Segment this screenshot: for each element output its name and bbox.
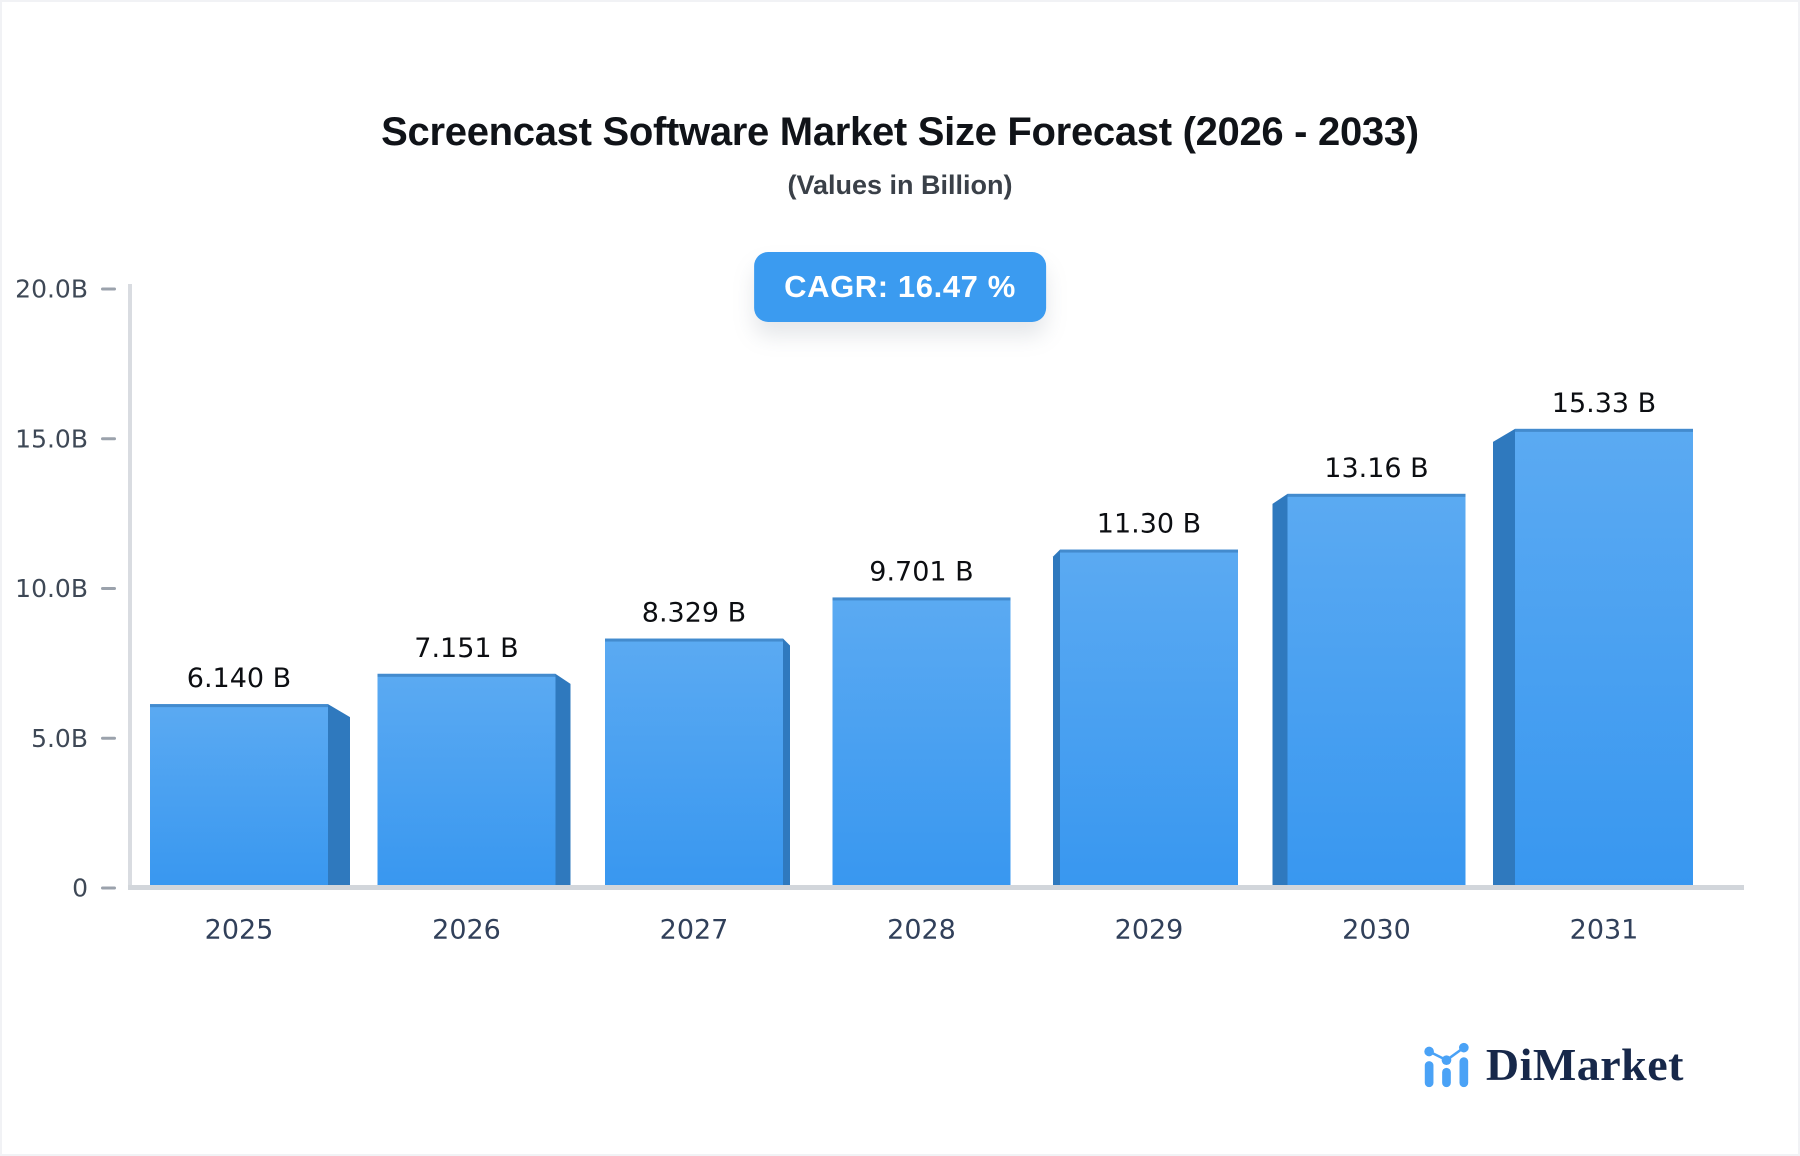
bar-2031 bbox=[1515, 428, 1693, 888]
bar-value-label-2031: 15.33 B bbox=[1552, 388, 1656, 419]
bar-top-edge-2031 bbox=[1515, 428, 1693, 432]
bar-top-edge-2029 bbox=[1060, 549, 1238, 553]
bar-value-label-2027: 8.329 B bbox=[642, 598, 746, 629]
y-tick-label-5.0B: 5.0B bbox=[31, 724, 88, 753]
bar-top-edge-2030 bbox=[1287, 493, 1466, 497]
bar-2026 bbox=[377, 673, 556, 888]
bar-value-label-2026: 7.151 B bbox=[414, 633, 518, 664]
x-axis-line bbox=[128, 885, 1744, 890]
x-tick-label-2029: 2029 bbox=[1115, 915, 1184, 946]
bar-top-edge-2027 bbox=[605, 638, 783, 642]
bar-value-label-2029: 11.30 B bbox=[1097, 509, 1201, 540]
bar-top-edge-2026 bbox=[377, 673, 556, 677]
brand-logo-text: DiMarket bbox=[1485, 1039, 1684, 1090]
y-tick-dash-10.0B bbox=[101, 587, 116, 590]
y-tick-label-20.0B: 20.0B bbox=[15, 275, 88, 304]
bar-3d-side-2029 bbox=[1053, 549, 1060, 888]
bar-3d-side-2027 bbox=[783, 638, 790, 888]
brand-logo: DiMarket bbox=[1419, 1038, 1684, 1092]
x-tick-label-2030: 2030 bbox=[1342, 915, 1411, 946]
x-tick-label-2026: 2026 bbox=[432, 915, 501, 946]
y-axis-line bbox=[128, 284, 132, 890]
bar-2030 bbox=[1287, 493, 1466, 888]
bar-value-label-2028: 9.701 B bbox=[869, 556, 973, 587]
bar-chart-dots-logo-icon bbox=[1424, 1042, 1469, 1088]
x-tick-label-2031: 2031 bbox=[1570, 915, 1639, 946]
bar-3d-side-2030 bbox=[1272, 493, 1288, 888]
bar-3d-side-2025 bbox=[328, 704, 350, 888]
bar-2028 bbox=[832, 597, 1011, 888]
x-tick-label-2028: 2028 bbox=[887, 915, 956, 946]
y-tick-label-10.0B: 10.0B bbox=[15, 574, 88, 603]
y-tick-label-15.0B: 15.0B bbox=[15, 424, 88, 453]
cagr-badge: CAGR: 16.47 % bbox=[754, 252, 1046, 322]
x-tick-label-2025: 2025 bbox=[205, 915, 274, 946]
bar-3d-side-2031 bbox=[1493, 428, 1515, 888]
bar-2029 bbox=[1060, 549, 1238, 888]
y-tick-label-0: 0 bbox=[72, 874, 88, 903]
bar-top-edge-2025 bbox=[150, 704, 328, 708]
y-tick-dash-15.0B bbox=[101, 437, 116, 441]
cagr-badge-label: CAGR: 16.47 % bbox=[784, 269, 1016, 304]
chart-subtitle: (Values in Billion) bbox=[787, 170, 1013, 200]
y-tick-dash-5.0B bbox=[101, 736, 116, 740]
bar-top-edge-2028 bbox=[832, 597, 1011, 601]
chart-title: Screencast Software Market Size Forecast… bbox=[381, 110, 1419, 154]
bar-value-label-2030: 13.16 B bbox=[1324, 453, 1428, 484]
market-size-bar-chart: 20.0B 15.0B 10.0B 5.0B 0 6.140 B 2025 7.151 B 20… bbox=[15, 275, 1744, 946]
x-tick-label-2027: 2027 bbox=[660, 915, 729, 946]
bar-value-label-2025: 6.140 B bbox=[187, 663, 291, 694]
bar-3d-side-2026 bbox=[555, 673, 571, 888]
y-tick-dash-0 bbox=[101, 886, 116, 890]
y-tick-dash-20.0B bbox=[101, 287, 116, 291]
bar-2027 bbox=[605, 638, 783, 888]
bar-2025 bbox=[150, 704, 328, 888]
